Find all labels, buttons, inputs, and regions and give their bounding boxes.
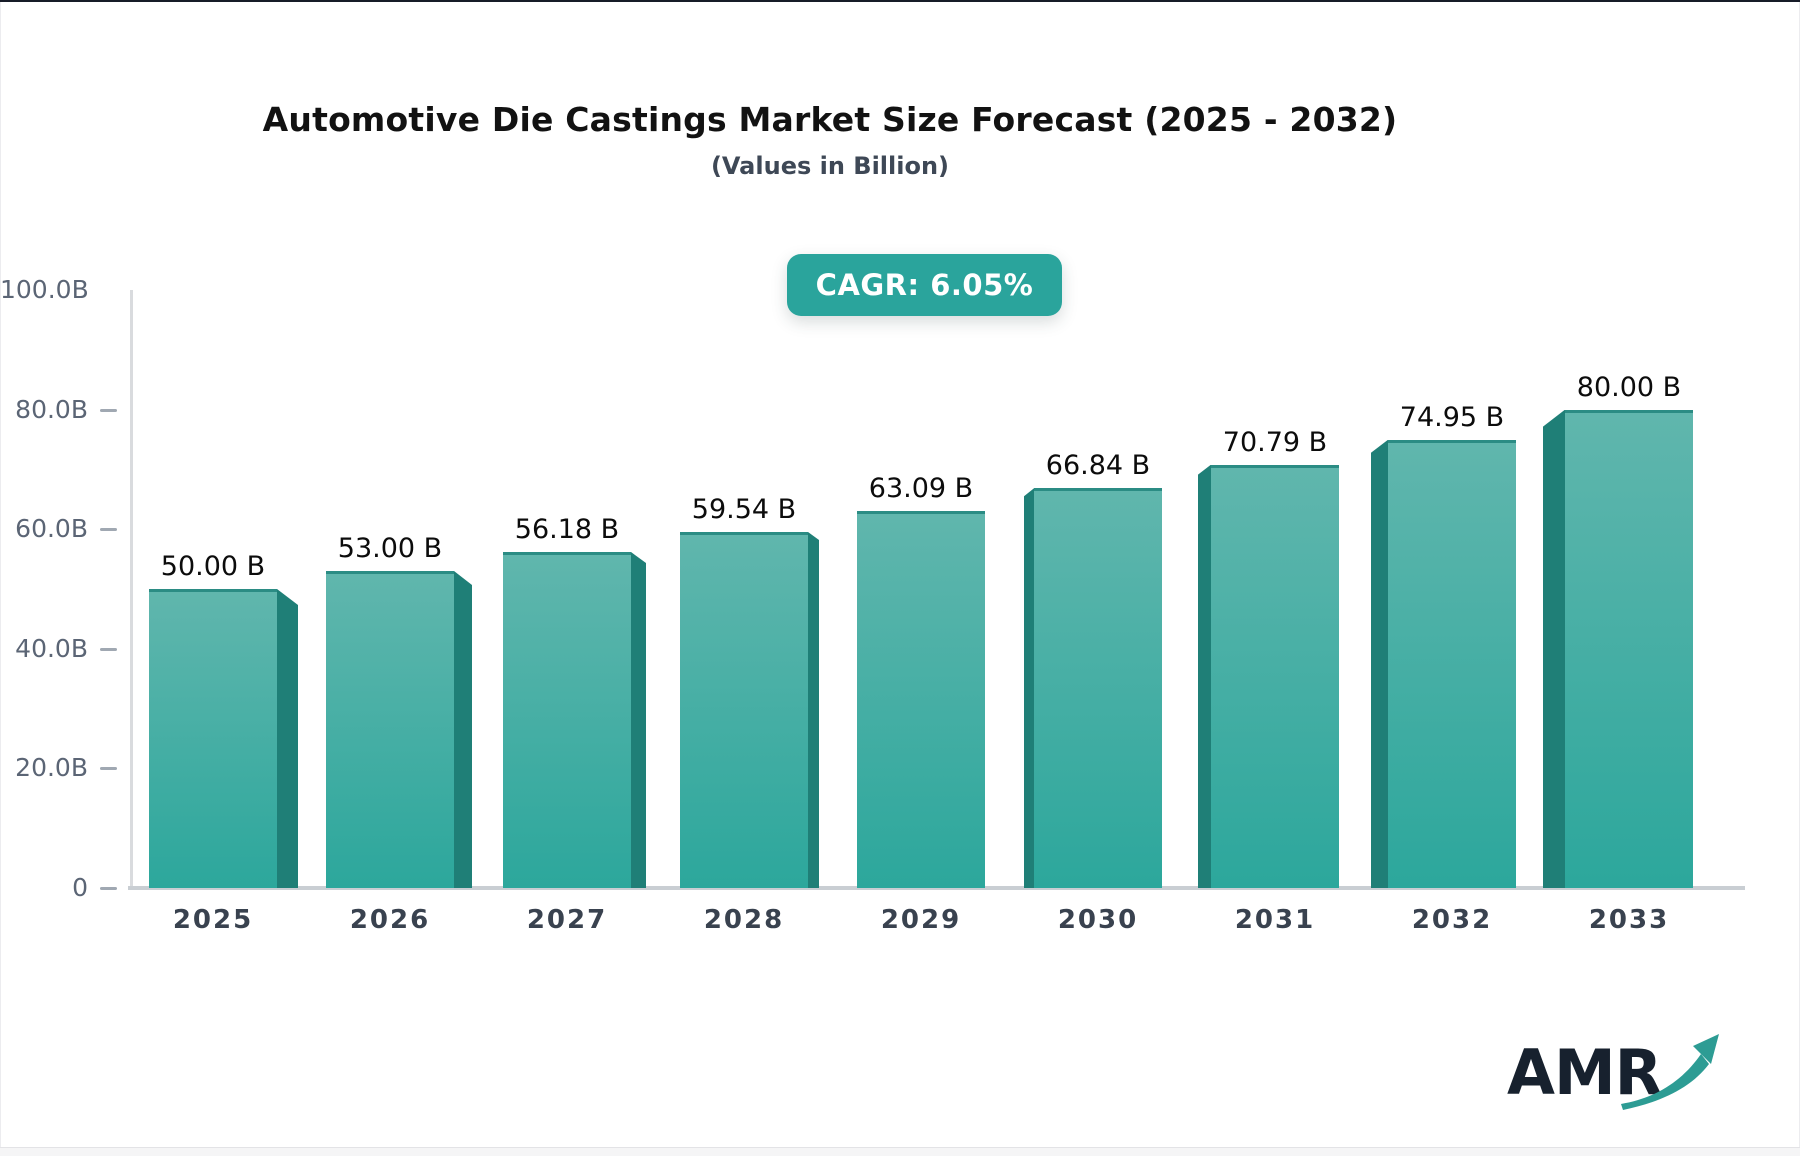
- y-axis-tick-label: 60.0B: [15, 514, 88, 544]
- bar-2026: [326, 571, 454, 888]
- x-axis-label-2028: 2028: [703, 905, 785, 935]
- y-axis-tick-mark: [100, 408, 117, 412]
- y-axis-tick-mark: [100, 767, 117, 771]
- bar-2025: [149, 589, 277, 888]
- x-axis-label-2026: 2026: [349, 905, 431, 935]
- y-axis-tick-mark: [100, 647, 117, 651]
- bar-2028-3d-side: [808, 531, 819, 888]
- bar-value-label: 70.79 B: [1222, 426, 1328, 458]
- bar-value-label: 53.00 B: [337, 533, 443, 565]
- bar-value-label: 74.95 B: [1399, 401, 1505, 433]
- y-axis-tick-label: 40.0B: [15, 633, 88, 663]
- bar-value-label: 50.00 B: [160, 551, 266, 582]
- y-axis-tick-mark: [100, 528, 117, 532]
- bar-2033-3d-side: [1543, 409, 1565, 888]
- bar-value-label: 59.54 B: [691, 493, 797, 525]
- x-axis-label-2032: 2032: [1411, 905, 1493, 935]
- bar-value-label: 63.09 B: [868, 472, 974, 504]
- bar-2030-3d-side: [1024, 488, 1034, 888]
- x-axis-baseline: [128, 886, 1745, 890]
- bar-2029: [857, 510, 985, 888]
- bar-2027: [503, 552, 631, 888]
- bar-2028: [680, 531, 808, 888]
- bar-2026-3d-side: [454, 571, 472, 888]
- x-axis-label-2030: 2030: [1057, 905, 1139, 935]
- y-axis-tick-label: 80.0B: [15, 394, 88, 424]
- bar-2025-3d-side: [277, 589, 298, 888]
- cagr-badge-label: CAGR: 6.05%: [815, 268, 1034, 302]
- amr-logo-text: AMR: [1507, 1036, 1662, 1109]
- cagr-badge: CAGR: 6.05%: [787, 254, 1062, 316]
- chart-title: Automotive Die Castings Market Size Fore…: [262, 100, 1398, 139]
- bar-2031: [1211, 464, 1339, 888]
- x-axis-label-2025: 2025: [172, 905, 254, 935]
- bar-2030: [1034, 488, 1162, 888]
- y-axis-line: [130, 290, 133, 888]
- bar-2027-3d-side: [631, 552, 646, 888]
- y-axis-tick-label: 100.0B: [0, 275, 89, 304]
- y-axis-tick-label: 20.0B: [15, 753, 88, 783]
- bar-2033: [1565, 409, 1693, 888]
- y-axis-tick-mark: [100, 887, 117, 890]
- page-left-border: [0, 2, 1, 1156]
- bar-2032-3d-side: [1371, 439, 1388, 888]
- chart-subtitle: (Values in Billion): [710, 152, 950, 180]
- x-axis-label-2031: 2031: [1234, 905, 1316, 935]
- amr-logo-arrow-icon: [1621, 1034, 1719, 1110]
- bar-2031-3d-side: [1198, 464, 1211, 888]
- bar-value-label: 56.18 B: [514, 514, 620, 546]
- page-bottom-strip: [0, 1147, 1800, 1156]
- amr-logo: AMR: [1507, 1034, 1719, 1110]
- x-axis-label-2033: 2033: [1588, 905, 1670, 935]
- bar-2032: [1388, 439, 1516, 888]
- y-axis-tick-label: 0: [72, 873, 88, 902]
- bar-value-label: 66.84 B: [1045, 450, 1151, 482]
- bar-value-label: 80.00 B: [1576, 371, 1682, 403]
- x-axis-label-2027: 2027: [526, 905, 608, 935]
- x-axis-label-2029: 2029: [880, 905, 962, 935]
